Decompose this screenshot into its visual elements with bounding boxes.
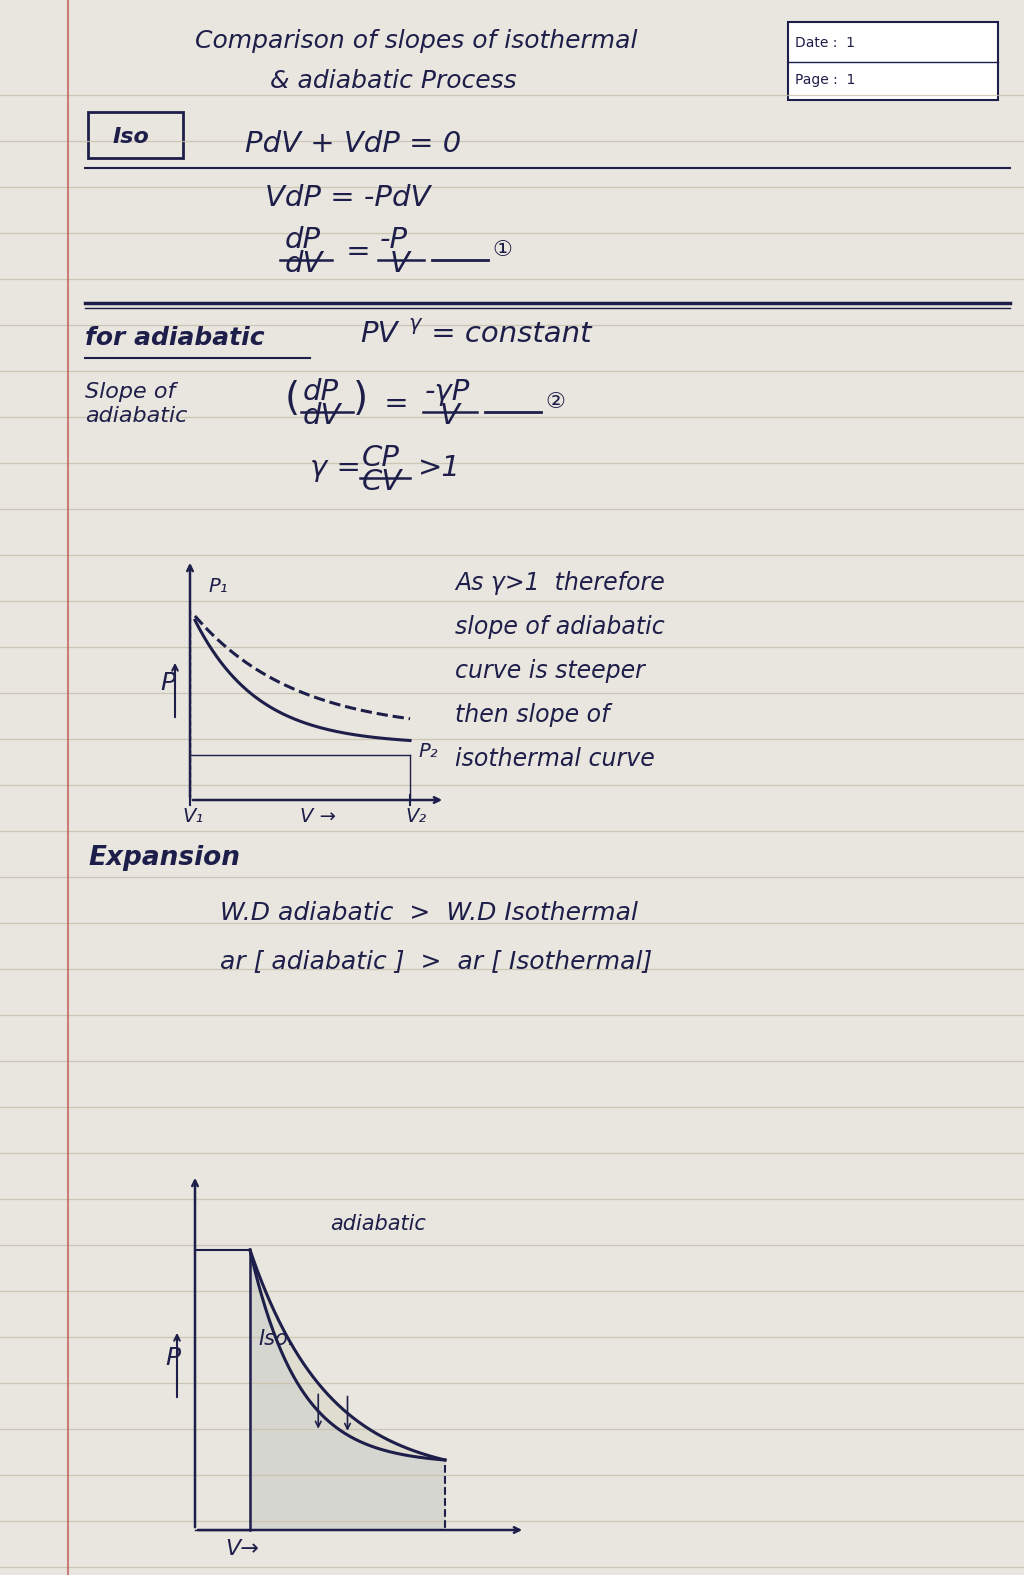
Text: dP: dP <box>285 225 322 254</box>
Text: ar [ adiabatic ]  >  ar [ Isothermal]: ar [ adiabatic ] > ar [ Isothermal] <box>220 950 652 973</box>
Text: dP: dP <box>303 378 339 406</box>
Text: & adiabatic Process: & adiabatic Process <box>270 69 517 93</box>
Text: V →: V → <box>300 806 336 825</box>
Text: adiabatic: adiabatic <box>85 406 187 425</box>
Text: Expansion: Expansion <box>88 846 240 871</box>
Text: Iso: Iso <box>113 128 150 146</box>
Text: =: = <box>337 238 380 266</box>
Text: = constant: = constant <box>422 320 592 348</box>
Text: dV: dV <box>303 402 341 430</box>
Text: -γP: -γP <box>425 378 470 406</box>
Text: then slope of: then slope of <box>455 702 609 728</box>
Text: CV: CV <box>362 468 402 496</box>
Text: ): ) <box>353 380 368 417</box>
Text: ②: ② <box>545 392 565 413</box>
Text: V₂: V₂ <box>406 806 426 825</box>
Text: V₁: V₁ <box>182 806 203 825</box>
Polygon shape <box>250 1251 445 1529</box>
Text: -P: -P <box>380 225 409 254</box>
Polygon shape <box>250 1251 445 1529</box>
Bar <box>88 112 183 158</box>
Text: γ: γ <box>408 313 421 334</box>
Text: Date :  1: Date : 1 <box>795 36 855 50</box>
Text: curve is steeper: curve is steeper <box>455 658 645 684</box>
Text: P₂: P₂ <box>418 742 437 761</box>
Text: V: V <box>440 402 460 430</box>
Text: Page :  1: Page : 1 <box>795 72 855 87</box>
Text: slope of adiabatic: slope of adiabatic <box>455 614 665 639</box>
Text: Comparison of slopes of isothermal: Comparison of slopes of isothermal <box>195 28 638 54</box>
Text: As γ>1  therefore: As γ>1 therefore <box>455 572 665 595</box>
Text: P: P <box>165 1347 180 1370</box>
Text: (: ( <box>285 380 300 417</box>
Text: W.D adiabatic  >  W.D Isothermal: W.D adiabatic > W.D Isothermal <box>220 901 638 925</box>
Text: PV: PV <box>360 320 397 348</box>
Bar <box>788 22 998 99</box>
Text: for adiabatic: for adiabatic <box>85 326 264 350</box>
Text: >1: >1 <box>418 454 461 482</box>
Text: Slope of: Slope of <box>85 383 175 402</box>
Text: ①: ① <box>492 239 512 260</box>
Text: PdV + VdP = 0: PdV + VdP = 0 <box>245 131 461 158</box>
Text: VdP = -PdV: VdP = -PdV <box>265 184 430 213</box>
Text: γ =: γ = <box>310 454 370 482</box>
Text: isothermal curve: isothermal curve <box>455 747 654 772</box>
Text: dV: dV <box>285 250 324 279</box>
Text: V→: V→ <box>225 1539 259 1559</box>
Text: P₁: P₁ <box>208 576 227 595</box>
Text: CP: CP <box>362 444 400 472</box>
Text: P: P <box>160 671 175 695</box>
Text: adiabatic: adiabatic <box>330 1214 426 1233</box>
Text: Iso.: Iso. <box>258 1329 294 1350</box>
Text: =: = <box>375 391 418 417</box>
Text: V: V <box>390 250 410 279</box>
